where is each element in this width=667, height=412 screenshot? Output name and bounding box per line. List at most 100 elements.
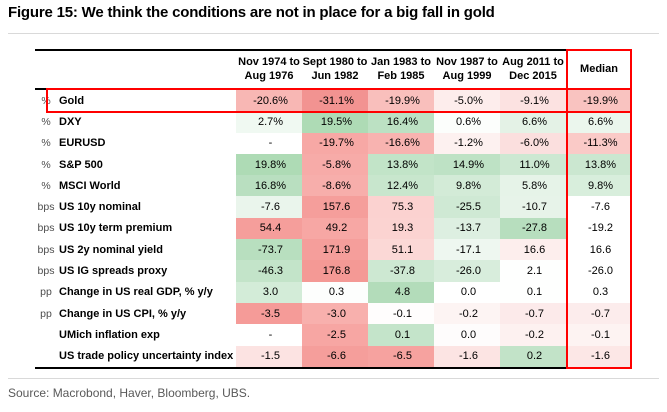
column-header-text: Nov 1974 to xyxy=(238,55,300,68)
median-cell: 6.6% xyxy=(566,111,632,133)
unit-label: % xyxy=(41,158,51,171)
value-cell: 2.1 xyxy=(500,260,566,282)
value-cell: 0.0 xyxy=(434,324,500,346)
value-cell: 16.8% xyxy=(236,175,302,197)
value-cell: -26.0 xyxy=(434,260,500,282)
source-note: Source: Macrobond, Haver, Bloomberg, UBS… xyxy=(8,386,251,400)
column-header-text: Feb 1985 xyxy=(377,69,425,82)
value-cell: 5.8% xyxy=(500,175,566,197)
column-header-text: Aug 1999 xyxy=(442,69,492,82)
row-label: US 10y term premium xyxy=(59,222,173,235)
table-row: % Gold -20.6% -31.1% -19.9% -5.0% -9.1% -19.9% xyxy=(35,90,632,112)
value-cell: -73.7 xyxy=(236,239,302,261)
table-row: UMich inflation exp - -2.5 0.1 0.0 -0.2 -0.1 xyxy=(35,324,632,346)
median-cell: -0.1 xyxy=(566,324,632,346)
table-row: % S&P 500 19.8% -5.8% 13.8% 14.9% 11.0% 13.8% xyxy=(35,153,632,176)
median-cell: -26.0 xyxy=(566,260,632,282)
median-cell: 13.8% xyxy=(566,153,632,176)
median-cell: 9.8% xyxy=(566,175,632,197)
column-header-period: Jan 1983 to Feb 1985 xyxy=(368,51,434,88)
value-cell: -46.3 xyxy=(236,260,302,282)
value-cell: -5.8% xyxy=(302,153,368,176)
value-cell: 171.9 xyxy=(302,239,368,261)
value-cell: -2.5 xyxy=(302,324,368,346)
median-cell: -19.9% xyxy=(566,90,632,112)
value-cell: -8.6% xyxy=(302,175,368,197)
median-cell: 0.3 xyxy=(566,281,632,303)
value-cell: -1.6 xyxy=(434,345,500,367)
table-row: bps US IG spreads proxy -46.3 176.8 -37.8 -26… xyxy=(35,260,632,282)
column-header-text: Aug 1976 xyxy=(244,69,294,82)
value-cell: -13.7 xyxy=(434,217,500,240)
table-row: bps US 10y term premium 54.4 49.2 19.3 -13.7-… xyxy=(35,217,632,240)
column-header-period: Sept 1980 to Jun 1982 xyxy=(302,51,368,88)
value-cell: -3.0 xyxy=(302,302,368,325)
value-cell: 19.5% xyxy=(302,111,368,133)
title-divider xyxy=(8,33,659,34)
unit-label: pp xyxy=(40,307,52,320)
value-cell: -31.1% xyxy=(302,90,368,112)
value-cell: 12.4% xyxy=(368,175,434,197)
value-cell: -17.1 xyxy=(434,239,500,261)
unit-label xyxy=(35,346,57,367)
conditions-heatmap-table: Nov 1974 to Aug 1976 Sept 1980 to Jun 1982 J… xyxy=(35,49,632,369)
value-cell: 16.6 xyxy=(500,239,566,261)
value-cell: - xyxy=(236,324,302,346)
value-cell: -1.2% xyxy=(434,132,500,154)
table-row: bps US 10y nominal -7.6 157.6 75.3 -25.5 -10.7… xyxy=(35,196,632,218)
value-cell: 54.4 xyxy=(236,217,302,240)
value-cell: -0.7 xyxy=(500,302,566,325)
value-cell: 0.1 xyxy=(500,281,566,303)
value-cell: 51.1 xyxy=(368,239,434,261)
median-cell: 16.6 xyxy=(566,239,632,261)
figure-title: Figure 15: We think the conditions are n… xyxy=(8,4,495,21)
median-cell: -1.6 xyxy=(566,345,632,367)
value-cell: 0.0 xyxy=(434,281,500,303)
column-header-text: Nov 1987 to xyxy=(436,55,498,68)
row-label: S&P 500 xyxy=(59,158,103,171)
row-label: US 2y nominal yield xyxy=(59,243,163,256)
value-cell: 14.9% xyxy=(434,153,500,176)
column-header-text: Aug 2011 to xyxy=(502,55,564,68)
value-cell: 49.2 xyxy=(302,217,368,240)
unit-label: % xyxy=(41,137,51,150)
table-row: bps US 2y nominal yield -73.7 171.9 51.1 -17.… xyxy=(35,239,632,261)
value-cell: -6.5 xyxy=(368,345,434,367)
table-row: US trade policy uncertainty index -1.5 -6.… xyxy=(35,345,632,367)
value-cell: -9.1% xyxy=(500,90,566,112)
median-cell: -19.2 xyxy=(566,217,632,240)
table-row: pp Change in US real GDP, % y/y 3.0 0.3 4.8 0… xyxy=(35,281,632,303)
unit-label: bps xyxy=(37,201,55,214)
row-label: US IG spreads proxy xyxy=(59,265,168,278)
value-cell: - xyxy=(236,132,302,154)
column-header-period: Nov 1987 to Aug 1999 xyxy=(434,51,500,88)
row-label: EURUSD xyxy=(59,137,106,150)
median-cell: -7.6 xyxy=(566,196,632,218)
table-header-row: Nov 1974 to Aug 1976 Sept 1980 to Jun 1982 J… xyxy=(35,51,632,90)
table-body: % Gold -20.6% -31.1% -19.9% -5.0% -9.1% -19.9%%… xyxy=(35,90,632,367)
column-header-text: Jun 1982 xyxy=(311,69,359,82)
value-cell: 4.8 xyxy=(368,281,434,303)
column-header-text: Sept 1980 to xyxy=(302,55,368,68)
footer-divider xyxy=(8,378,659,379)
row-label: US trade policy uncertainty index xyxy=(59,350,234,363)
value-cell: 3.0 xyxy=(236,281,302,303)
unit-label: pp xyxy=(40,286,52,299)
column-header-text: Jan 1983 to xyxy=(371,55,431,68)
value-cell: -19.7% xyxy=(302,132,368,154)
value-cell: -6.0% xyxy=(500,132,566,154)
row-label: DXY xyxy=(59,115,82,128)
value-cell: -10.7 xyxy=(500,196,566,218)
unit-label: bps xyxy=(37,265,55,278)
value-cell: -5.0% xyxy=(434,90,500,112)
table-row: % MSCI World 16.8% -8.6% 12.4% 9.8% 5.8% 9.8% xyxy=(35,175,632,197)
value-cell: 2.7% xyxy=(236,111,302,133)
unit-label: % xyxy=(41,179,51,192)
value-cell: 0.3 xyxy=(302,281,368,303)
value-cell: -3.5 xyxy=(236,302,302,325)
value-cell: -0.2 xyxy=(434,302,500,325)
value-cell: 0.1 xyxy=(368,324,434,346)
value-cell: -20.6% xyxy=(236,90,302,112)
unit-label: bps xyxy=(37,222,55,235)
